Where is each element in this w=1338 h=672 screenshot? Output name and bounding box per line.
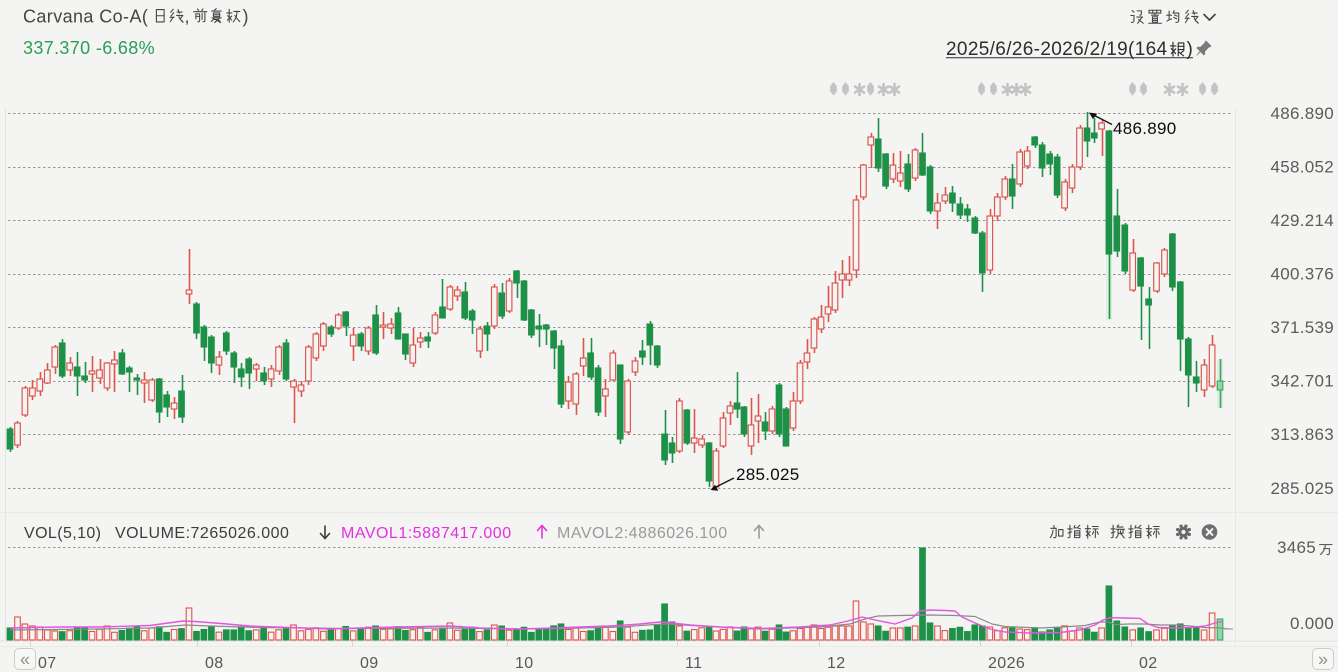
svg-text:08: 08	[205, 655, 224, 672]
svg-text:3465: 3465	[1277, 538, 1316, 557]
svg-text:371.539: 371.539	[1270, 318, 1334, 337]
svg-text:MAVOL1:5887417.000: MAVOL1:5887417.000	[341, 525, 512, 542]
svg-text:09: 09	[360, 655, 379, 672]
svg-text:10: 10	[515, 655, 534, 672]
svg-text:2025/6/26-2026/2/19(164: 2025/6/26-2026/2/19(164	[946, 39, 1168, 60]
svg-text:429.214: 429.214	[1270, 211, 1334, 230]
svg-text:486.890: 486.890	[1270, 104, 1334, 123]
svg-text:486.890: 486.890	[1113, 119, 1177, 138]
svg-text:11: 11	[685, 655, 702, 672]
svg-text:2026: 2026	[988, 655, 1025, 672]
svg-text:342.701: 342.701	[1270, 372, 1334, 391]
svg-text:0.000: 0.000	[1290, 614, 1334, 633]
svg-text:12: 12	[827, 655, 846, 672]
svg-text:): )	[243, 7, 249, 27]
svg-text:285.025: 285.025	[736, 465, 800, 484]
svg-text:«: «	[20, 650, 30, 670]
svg-text:MAVOL2:4886026.100: MAVOL2:4886026.100	[557, 525, 728, 542]
svg-text:,: ,	[185, 7, 190, 27]
svg-text:VOLUME:7265026.000: VOLUME:7265026.000	[115, 525, 289, 542]
svg-text:»: »	[1318, 650, 1328, 670]
svg-text:285.025: 285.025	[1270, 479, 1334, 498]
svg-text:): )	[1187, 39, 1193, 60]
svg-text:02: 02	[1139, 655, 1158, 672]
svg-text:400.376: 400.376	[1270, 265, 1334, 284]
svg-text:Carvana Co-A(: Carvana Co-A(	[23, 7, 148, 27]
svg-text:07: 07	[38, 655, 57, 672]
svg-text:337.370 -6.68%: 337.370 -6.68%	[23, 38, 155, 58]
svg-text:313.863: 313.863	[1270, 425, 1334, 444]
svg-text:458.052: 458.052	[1270, 157, 1334, 176]
svg-text:VOL(5,10): VOL(5,10)	[24, 525, 101, 542]
